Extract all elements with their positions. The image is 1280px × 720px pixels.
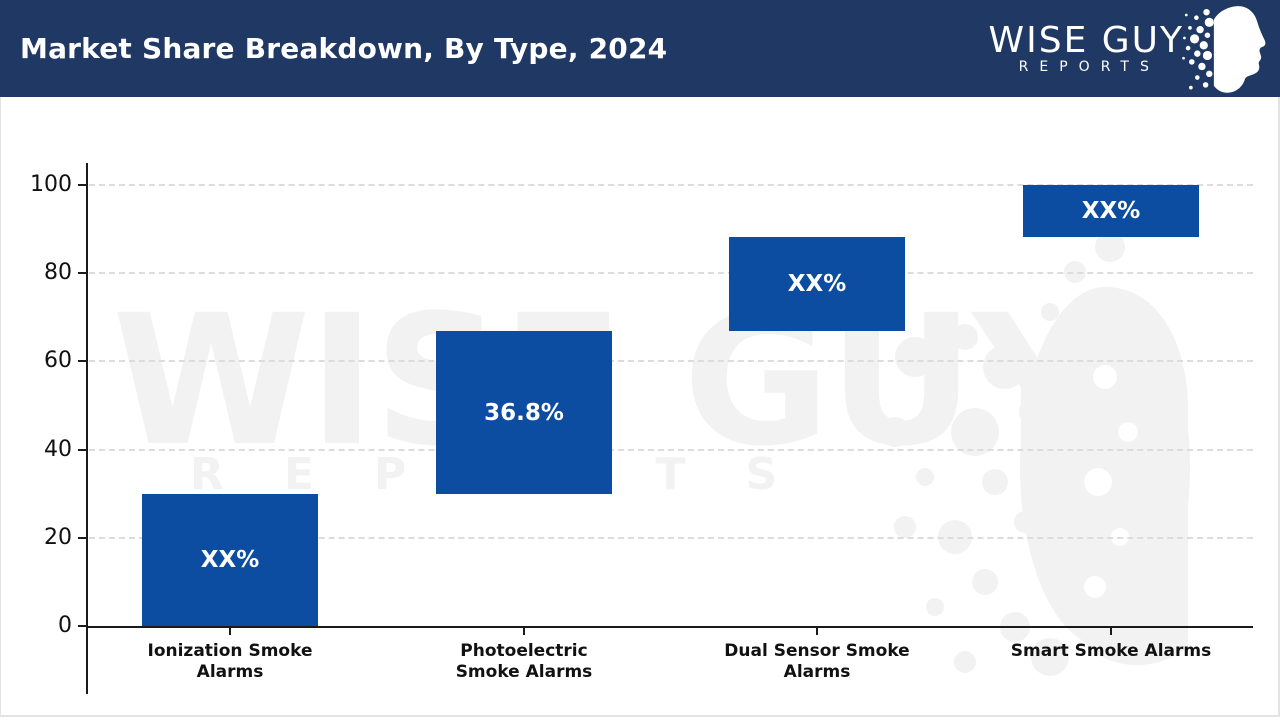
bar-segment: 36.8% [436,331,612,494]
gridline-80 [89,272,1253,275]
y-tick-label: 80 [44,260,72,286]
y-tick-mark [78,360,87,363]
logo-wordmark: WISE GUY REPORTS [989,22,1185,75]
gridline-60 [89,360,1253,363]
x-tick-mark [816,628,818,635]
category-label: Alarms [783,662,851,682]
y-tick-mark [78,536,87,539]
y-tick-label: 60 [44,348,72,374]
x-tick-mark [1110,628,1112,635]
page-title: Market Share Breakdown, By Type, 2024 [20,32,668,65]
y-tick-mark [78,272,87,275]
category-label: Photoelectric [460,641,588,661]
y-tick-mark [78,184,87,186]
logo-wordmark-line1: WISE GUY [988,20,1184,62]
y-tick-label: 40 [44,436,72,462]
wise-guy-face-icon [1182,5,1266,93]
y-axis-spine [86,163,88,694]
gridline-100 [89,184,1253,186]
gridline-20 [89,536,1253,539]
category-label: Alarms [196,662,264,682]
right-border [1278,97,1280,717]
y-tick-label: 100 [30,172,72,197]
bottom-border [0,715,1280,717]
bar-value-label: XX% [200,546,260,573]
category-label: Smart Smoke Alarms [1010,641,1212,661]
x-axis-spine [86,626,1253,628]
logo-wordmark-line2: REPORTS [1018,58,1160,75]
waterfall-chart: WISE GUY REPORTS 020406080100XX%36.8%XX%… [0,97,1280,717]
bar-segment: XX% [1023,185,1199,238]
bar-value-label: 36.8% [484,399,564,426]
bar-value-label: XX% [1081,198,1141,225]
bar-value-label: XX% [787,271,847,298]
left-border [0,97,1,717]
header-bar: Market Share Breakdown, By Type, 2024 WI… [0,0,1280,97]
gridline-40 [89,448,1253,451]
category-label: Ionization Smoke [147,641,313,661]
category-label: Dual Sensor Smoke [724,641,910,661]
category-label: Smoke Alarms [455,662,593,682]
x-tick-mark [229,628,231,635]
y-tick-label: 0 [58,613,72,638]
watermark-face-dots [880,232,1190,676]
y-tick-mark [78,625,87,627]
y-tick-label: 20 [44,524,72,550]
bar-segment: XX% [142,493,318,626]
x-tick-mark [523,628,525,635]
bar-segment: XX% [729,237,905,332]
wise-guy-logo: WISE GUY REPORTS [989,3,1271,95]
y-tick-mark [78,448,87,451]
